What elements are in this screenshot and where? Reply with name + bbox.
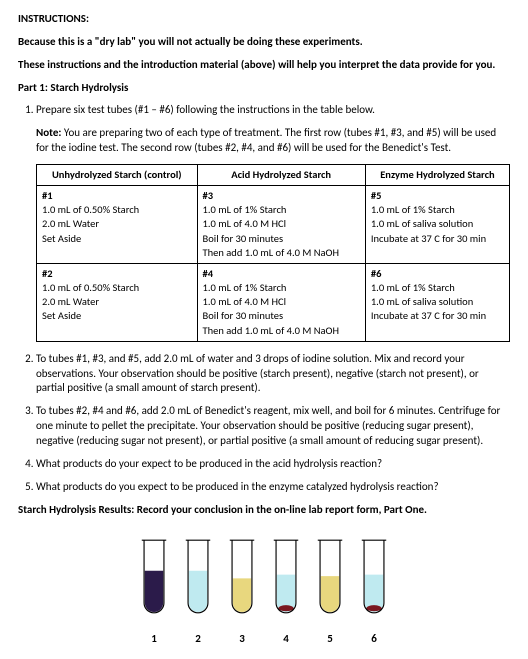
tube-label: 3 (239, 632, 245, 647)
tube-instruction-line: 2.0 mL Water (42, 217, 192, 231)
step-1: Prepare six test tubes (#1 – #6) followi… (36, 103, 510, 341)
table-cell: #51.0 mL of 1% Starch1.0 mL of saliva so… (365, 186, 509, 264)
tube-id: #1 (42, 189, 192, 203)
instructions-heading: INSTRUCTIONS: (18, 12, 510, 27)
col-header-3: Enzyme Hydrolyzed Starch (365, 164, 509, 185)
table-cell: #21.0 mL of 0.50% Starch2.0 mL WaterSet … (37, 263, 198, 341)
tube-instruction-line: 1.0 mL of 0.50% Starch (42, 281, 192, 295)
tube-id: #6 (371, 267, 504, 281)
tube-instruction-line: Boil for 30 minutes (203, 309, 360, 323)
tube-instruction-line: 1.0 mL of 1% Starch (203, 281, 360, 295)
step-5: What products do you expect to be produc… (36, 480, 510, 495)
tube-instruction-line: 1.0 mL of 1% Starch (371, 281, 504, 295)
tube-label: 5 (327, 632, 333, 647)
tube-id: #2 (42, 267, 192, 281)
test-tube: 5 (317, 529, 343, 647)
tube-instruction-line: 1.0 mL of 1% Starch (371, 203, 504, 217)
tube-id: #5 (371, 189, 504, 203)
test-tube: 4 (273, 529, 299, 647)
tube-instruction-line: 1.0 mL of saliva solution (371, 217, 504, 231)
tube-fill (145, 571, 163, 612)
col-header-1: Unhydrolyzed Starch (control) (37, 164, 198, 185)
tube-instruction-line: Set Aside (42, 232, 192, 246)
tube-fill (189, 571, 207, 612)
tube-id: #3 (203, 189, 360, 203)
tube-instruction-line: Then add 1.0 mL of 4.0 M NaOH (203, 324, 360, 338)
procedure-table: Unhydrolyzed Starch (control) Acid Hydro… (36, 164, 510, 342)
tube-instruction-line: Set Aside (42, 309, 192, 323)
tube-instruction-line: 1.0 mL of 4.0 M HCl (203, 295, 360, 309)
tube-instruction-line: 1.0 mL of 4.0 M HCl (203, 217, 360, 231)
note-label: Note: (36, 126, 61, 139)
results-heading: Starch Hydrolysis Results: Record your c… (18, 503, 510, 518)
pellet (366, 606, 381, 612)
test-tube: 2 (185, 529, 211, 647)
intro-line-1: Because this is a "dry lab" you will not… (18, 35, 510, 50)
step-3: To tubes #2, #4 and #6, add 2.0 mL of Be… (36, 404, 510, 449)
tube-fill (321, 577, 339, 613)
tube-instruction-line: 1.0 mL of 0.50% Starch (42, 203, 192, 217)
tube-fill (233, 579, 251, 613)
step-4: What products do your expect to be produ… (36, 457, 510, 472)
tube-label: 1 (151, 632, 157, 647)
tube-id: #4 (203, 267, 360, 281)
note-text: You are preparing two of each type of tr… (36, 126, 496, 154)
tube-label: 4 (283, 632, 289, 647)
intro-line-2: These instructions and the introduction … (18, 58, 510, 73)
test-tubes-diagram: 1 2 3 4 5 6 (18, 529, 510, 647)
table-cell: #11.0 mL of 0.50% Starch2.0 mL WaterSet … (37, 186, 198, 264)
tube-instruction-line: Incubate at 37 C for 30 min (371, 232, 504, 246)
table-cell: #61.0 mL of 1% Starch1.0 mL of saliva so… (365, 263, 509, 341)
tube-instruction-line: Then add 1.0 mL of 4.0 M NaOH (203, 246, 360, 260)
test-tube: 1 (141, 529, 167, 647)
tube-instruction-line: 1.0 mL of 1% Starch (203, 203, 360, 217)
tube-label: 2 (195, 632, 201, 647)
part1-title: Part 1: Starch Hydrolysis (18, 81, 510, 96)
test-tube: 3 (229, 529, 255, 647)
step-2: To tubes #1, #3, and #5, add 2.0 mL of w… (36, 352, 510, 397)
pellet (278, 606, 293, 612)
test-tube: 6 (361, 529, 387, 647)
step-1-text: Prepare six test tubes (#1 – #6) followi… (36, 103, 375, 116)
tube-instruction-line: 1.0 mL of saliva solution (371, 295, 504, 309)
tube-label: 6 (371, 632, 377, 647)
table-cell: #41.0 mL of 1% Starch1.0 mL of 4.0 M HCl… (197, 263, 365, 341)
tube-instruction-line: Boil for 30 minutes (203, 232, 360, 246)
tube-instruction-line: Incubate at 37 C for 30 min (371, 309, 504, 323)
col-header-2: Acid Hydrolyzed Starch (197, 164, 365, 185)
tube-instruction-line: 2.0 mL Water (42, 295, 192, 309)
table-cell: #31.0 mL of 1% Starch1.0 mL of 4.0 M HCl… (197, 186, 365, 264)
